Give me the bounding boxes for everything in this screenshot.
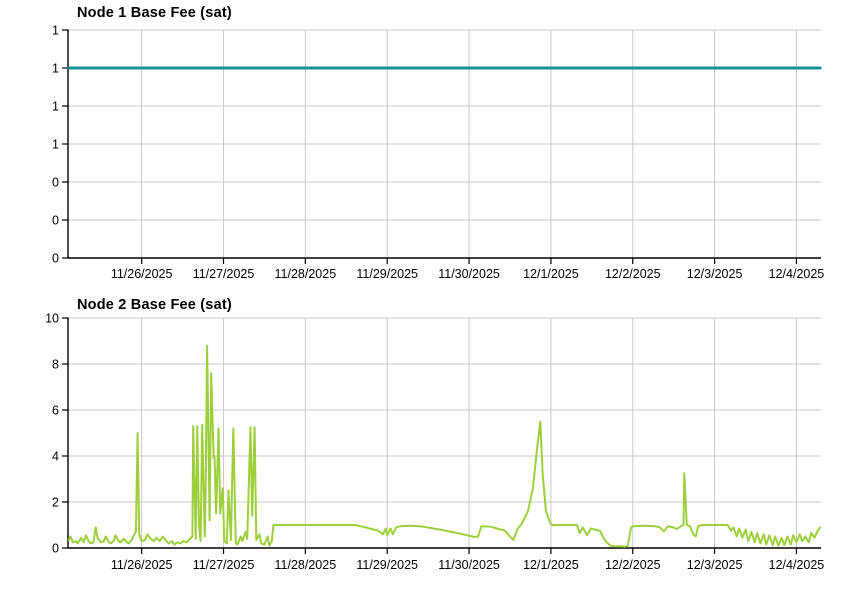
- node1-chart: Node 1 Base Fee (sat) 1 1 1 1 0 0 0 11/26/2025 1…: [0, 0, 860, 295]
- node2-chart: Node 2 Base Fee (sat) 10 8 6 4 2 0 11/26/2025 1…: [0, 295, 860, 600]
- x-tick-label: 11/30/2025: [438, 267, 500, 281]
- x-tick-label: 12/3/2025: [687, 558, 743, 572]
- node1-chart-title: Node 1 Base Fee (sat): [77, 5, 232, 21]
- y-tick-label: 1: [52, 138, 59, 152]
- y-tick-label: 0: [52, 252, 59, 266]
- y-tick-label: 0: [52, 542, 59, 556]
- y-tick-label: 1: [52, 100, 59, 114]
- node1-plot: 1 1 1 1 0 0 0 11/26/2025 11/27/2025 11/28/2025 11/…: [52, 24, 825, 282]
- x-tick-label: 11/26/2025: [111, 267, 173, 281]
- y-tick-label: 0: [52, 214, 59, 228]
- y-tick-label: 4: [52, 450, 59, 464]
- x-tick-label: 12/3/2025: [687, 267, 743, 281]
- x-tick-label: 12/1/2025: [523, 267, 579, 281]
- y-tick-label: 8: [52, 358, 59, 372]
- y-tick-label: 1: [52, 62, 59, 76]
- node2-plot: 10 8 6 4 2 0 11/26/2025 11/27/2025 11/28/2025 11/…: [45, 312, 825, 573]
- x-tick-label: 11/27/2025: [193, 558, 255, 572]
- x-tick-label: 12/4/2025: [769, 267, 825, 281]
- node2-series-line: [67, 344, 822, 548]
- x-tick-label: 12/4/2025: [769, 558, 825, 572]
- x-tick-label: 11/30/2025: [438, 558, 500, 572]
- y-tick-label: 1: [52, 24, 59, 38]
- x-tick-label: 12/1/2025: [523, 558, 579, 572]
- x-tick-label: 11/26/2025: [111, 558, 173, 572]
- x-tick-label: 11/28/2025: [275, 267, 337, 281]
- x-tick-label: 11/27/2025: [193, 267, 255, 281]
- y-tick-label: 2: [52, 496, 59, 510]
- x-tick-label: 11/29/2025: [356, 558, 418, 572]
- x-tick-label: 11/28/2025: [275, 558, 337, 572]
- node2-chart-title: Node 2 Base Fee (sat): [77, 297, 232, 313]
- x-tick-label: 11/29/2025: [356, 267, 418, 281]
- y-tick-label: 6: [52, 404, 59, 418]
- x-tick-label: 12/2/2025: [605, 267, 661, 281]
- y-tick-label: 10: [45, 312, 59, 326]
- y-tick-label: 0: [52, 176, 59, 190]
- x-tick-label: 12/2/2025: [605, 558, 661, 572]
